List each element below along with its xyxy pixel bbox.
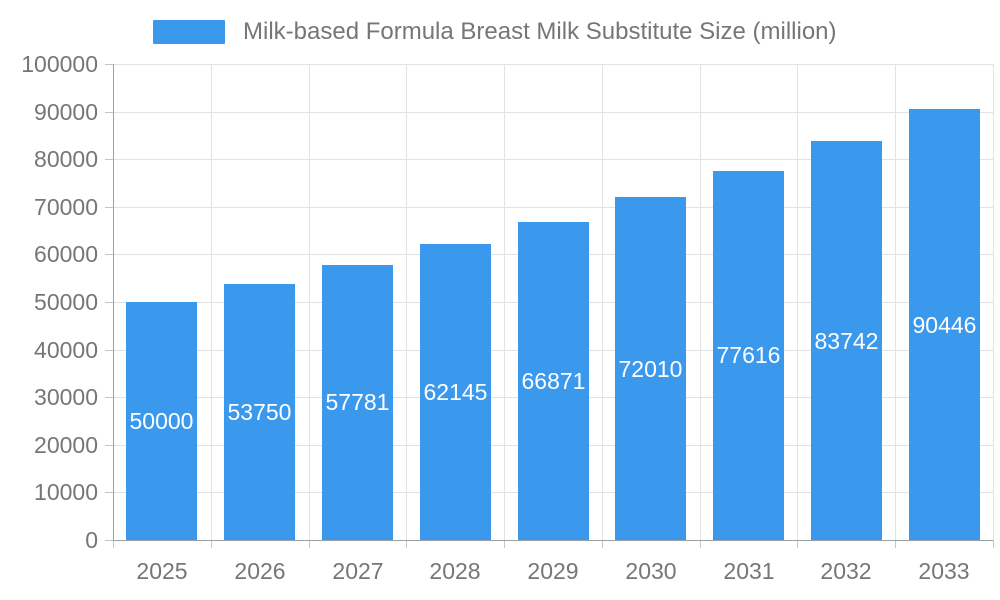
x-tick-label: 2030 <box>625 558 677 584</box>
x-tick-label: 2032 <box>820 558 872 584</box>
bar-2033[interactable] <box>909 109 980 540</box>
y-tick-label: 0 <box>85 527 98 553</box>
bar-2027[interactable] <box>322 265 393 540</box>
bar-2025[interactable] <box>126 302 197 540</box>
x-axis-tick <box>700 540 701 548</box>
y-tick-label: 70000 <box>34 194 98 220</box>
y-axis-line <box>113 64 114 540</box>
y-axis-tick <box>105 207 113 208</box>
y-tick-label: 20000 <box>34 432 98 458</box>
x-axis-tick <box>993 540 994 548</box>
y-axis-tick <box>105 492 113 493</box>
bar-2029[interactable] <box>518 222 589 540</box>
x-tick-label: 2033 <box>918 558 970 584</box>
bar-2030[interactable] <box>615 197 686 540</box>
bar-2032[interactable] <box>811 141 882 540</box>
x-tick-label: 2031 <box>723 558 775 584</box>
y-axis-tick <box>105 350 113 351</box>
gridline-vertical <box>993 64 994 540</box>
y-tick-label: 30000 <box>34 384 98 410</box>
gridline-vertical <box>504 64 505 540</box>
y-axis-tick <box>105 540 113 541</box>
x-tick-label: 2027 <box>332 558 384 584</box>
legend-item[interactable]: Milk-based Formula Breast Milk Substitut… <box>153 20 837 44</box>
y-tick-label: 100000 <box>21 51 98 77</box>
bar-2031[interactable] <box>713 171 784 540</box>
y-axis-tick <box>105 397 113 398</box>
x-axis-tick <box>895 540 896 548</box>
x-tick-label: 2025 <box>136 558 188 584</box>
x-tick-label: 2029 <box>527 558 579 584</box>
y-tick-label: 10000 <box>34 479 98 505</box>
x-axis-tick <box>504 540 505 548</box>
x-axis-tick <box>309 540 310 548</box>
x-tick-label: 2028 <box>429 558 481 584</box>
bar-2028[interactable] <box>420 244 491 540</box>
y-axis-tick <box>105 159 113 160</box>
gridline-vertical <box>406 64 407 540</box>
y-tick-label: 90000 <box>34 99 98 125</box>
x-axis-tick <box>406 540 407 548</box>
y-tick-label: 60000 <box>34 241 98 267</box>
gridline-horizontal <box>113 159 993 160</box>
gridline-vertical <box>700 64 701 540</box>
x-axis-tick <box>602 540 603 548</box>
y-axis-tick <box>105 445 113 446</box>
y-axis-tick <box>105 302 113 303</box>
y-axis-tick <box>105 254 113 255</box>
gridline-vertical <box>211 64 212 540</box>
gridline-vertical <box>797 64 798 540</box>
y-tick-label: 40000 <box>34 337 98 363</box>
gridline-horizontal <box>113 64 993 65</box>
gridline-vertical <box>309 64 310 540</box>
legend-label: Milk-based Formula Breast Milk Substitut… <box>243 18 837 45</box>
x-axis-line <box>113 540 993 541</box>
y-axis-tick <box>105 64 113 65</box>
y-axis-tick <box>105 112 113 113</box>
x-axis-tick <box>211 540 212 548</box>
legend-swatch-icon <box>153 20 225 44</box>
x-axis-tick <box>113 540 114 548</box>
x-tick-label: 2026 <box>234 558 286 584</box>
gridline-horizontal <box>113 207 993 208</box>
x-axis-tick <box>797 540 798 548</box>
gridline-vertical <box>895 64 896 540</box>
y-tick-label: 50000 <box>34 289 98 315</box>
gridline-vertical <box>602 64 603 540</box>
gridline-horizontal <box>113 112 993 113</box>
bar-2026[interactable] <box>224 284 295 540</box>
y-tick-label: 80000 <box>34 146 98 172</box>
